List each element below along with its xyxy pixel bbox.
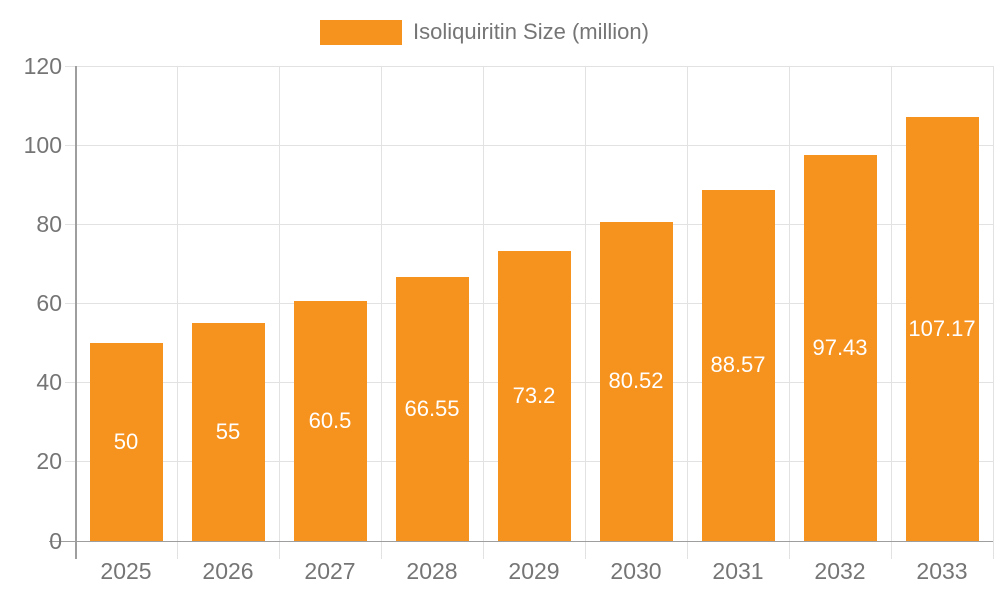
- y-gridline: [65, 145, 993, 147]
- x-tick-label: 2033: [916, 558, 968, 584]
- x-tick-label: 2026: [202, 558, 254, 584]
- bar-2032[interactable]: 97.43: [803, 155, 877, 541]
- y-tick-label: 40: [36, 369, 62, 396]
- x-tick-label: 2027: [304, 558, 356, 584]
- bar-2026[interactable]: 55: [191, 323, 265, 541]
- bar-2027[interactable]: 60.5: [293, 301, 367, 541]
- bar-value-label: 60.5: [308, 407, 352, 433]
- bar-2030[interactable]: 80.52: [599, 222, 673, 541]
- y-tick-label: 20: [36, 448, 62, 475]
- plot-area: 50 55 60.5 66.55 73.2 80.52 88.57 97.43 107.17: [49, 66, 994, 559]
- x-gridline: [483, 66, 484, 559]
- x-axis-line: [49, 540, 993, 542]
- legend-item[interactable]: Isoliquiritin Size (million): [320, 19, 649, 45]
- bar-2028[interactable]: 66.55: [395, 277, 469, 541]
- y-tick-label: 60: [36, 290, 62, 317]
- bar-2029[interactable]: 73.2: [497, 251, 571, 541]
- bar-2033[interactable]: 107.17: [905, 116, 979, 541]
- x-gridline: [993, 66, 994, 559]
- x-gridline: [789, 66, 790, 559]
- x-gridline: [381, 66, 382, 559]
- x-tick-label: 2030: [610, 558, 662, 584]
- bar-value-label: 107.17: [908, 315, 976, 341]
- bar-2025[interactable]: 50: [89, 342, 163, 541]
- y-axis-line: [75, 66, 77, 559]
- y-tick-label: 0: [49, 527, 62, 554]
- x-gridline: [891, 66, 892, 559]
- bar-value-label: 88.57: [710, 352, 766, 378]
- x-gridline: [687, 66, 688, 559]
- x-tick-label: 2029: [508, 558, 560, 584]
- x-tick-label: 2032: [814, 558, 866, 584]
- bar-2031[interactable]: 88.57: [701, 190, 775, 541]
- x-gridline: [177, 66, 178, 559]
- y-tick-label: 100: [23, 132, 62, 159]
- bar-value-label: 66.55: [404, 395, 460, 421]
- bar-value-label: 55: [215, 418, 241, 444]
- legend-swatch: [320, 19, 402, 45]
- chart-legend: Isoliquiritin Size (million): [320, 19, 649, 45]
- legend-label: Isoliquiritin Size (million): [413, 19, 649, 44]
- x-tick-label: 2025: [100, 558, 152, 584]
- y-gridline: [65, 224, 993, 226]
- y-tick-label: 80: [36, 211, 62, 238]
- bar-value-label: 80.52: [608, 368, 664, 394]
- y-gridline: [65, 66, 993, 67]
- bar-value-label: 50: [113, 428, 139, 454]
- y-tick-label: 120: [23, 53, 62, 79]
- x-tick-label: 2031: [712, 558, 764, 584]
- x-tick-label: 2028: [406, 558, 458, 584]
- bar-value-label: 97.43: [812, 334, 868, 360]
- bar-value-label: 73.2: [512, 382, 556, 408]
- x-gridline: [279, 66, 280, 559]
- x-gridline: [585, 66, 586, 559]
